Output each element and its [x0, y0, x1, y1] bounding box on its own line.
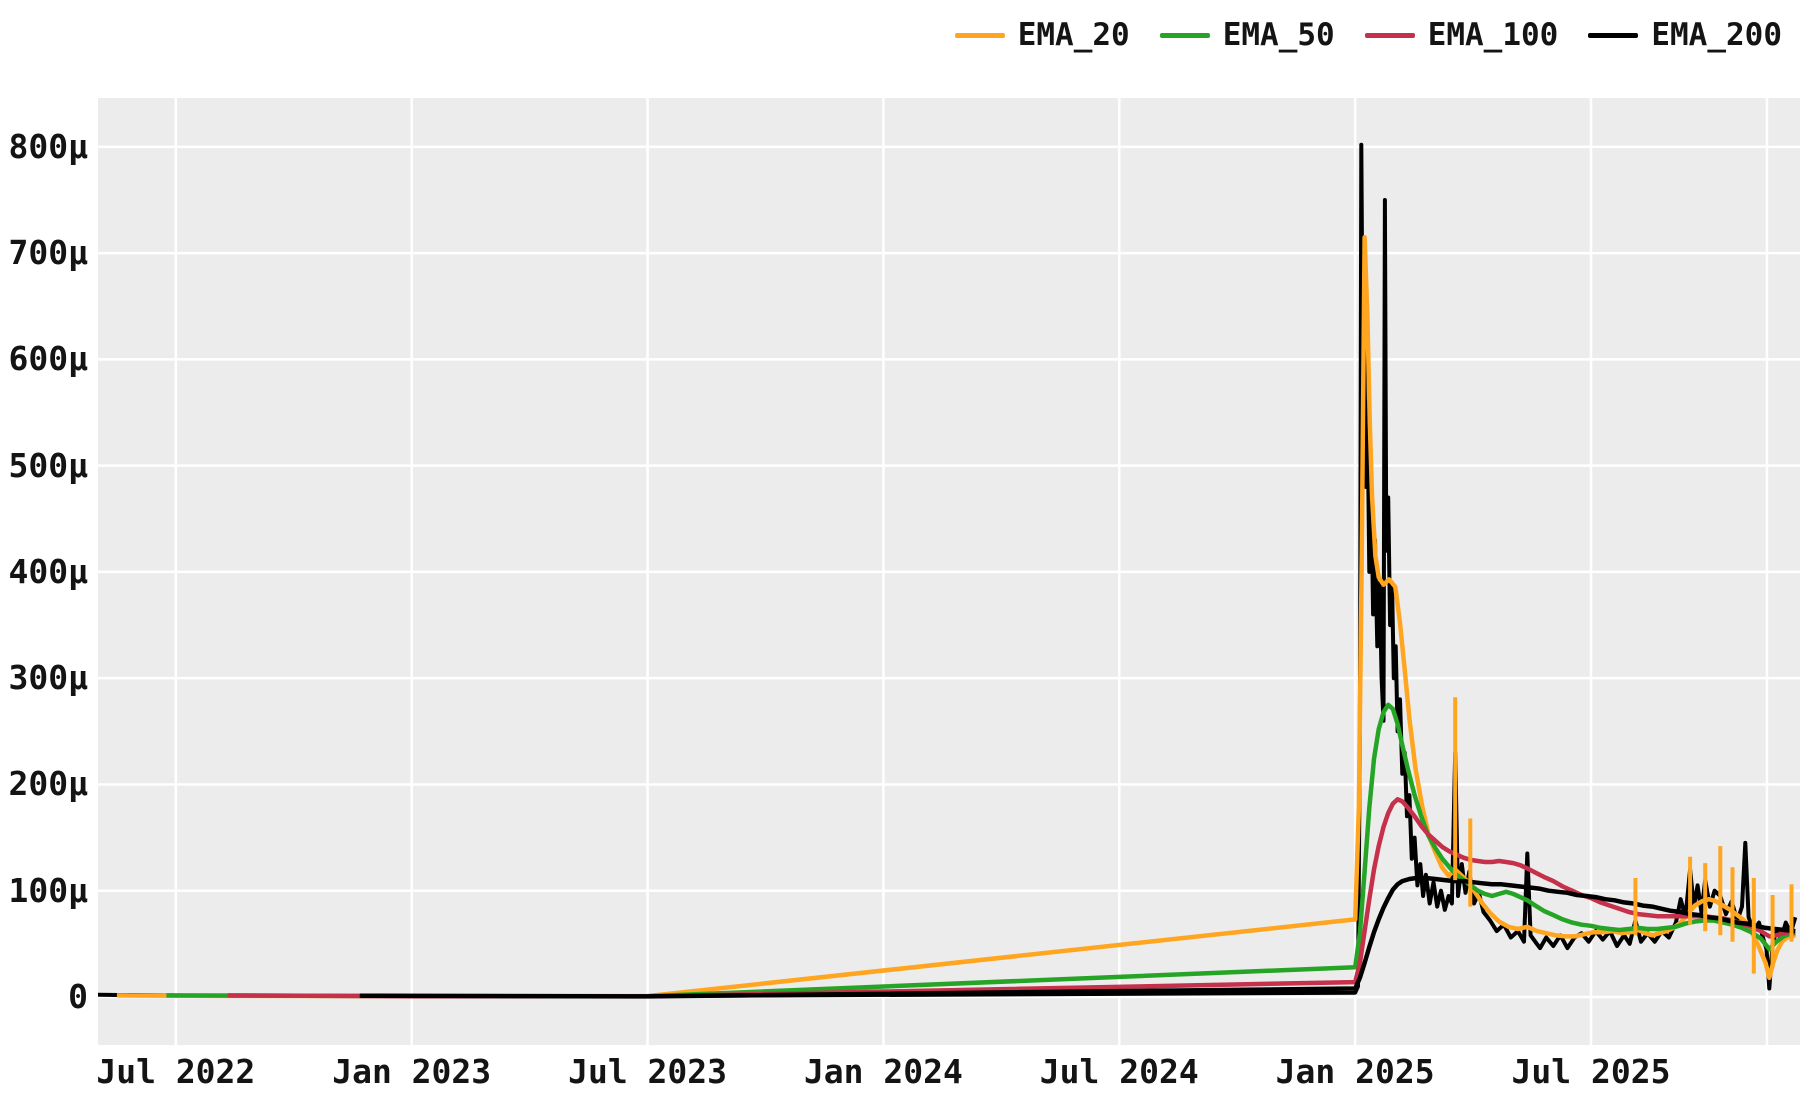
- series-price: [98, 142, 1798, 999]
- ema-100-line-swatch: [1364, 32, 1415, 38]
- legend-item-ema-50: EMA_50: [1159, 17, 1335, 53]
- legend-item-ema-20: EMA_20: [954, 17, 1130, 53]
- y-tick-label: 600µ: [8, 339, 88, 379]
- y-tick-label: 800µ: [8, 126, 88, 166]
- ema-50-line-swatch: [1159, 32, 1210, 38]
- series-EMA_50: [166, 702, 1796, 999]
- legend-label-ema-20: EMA_20: [1017, 17, 1130, 53]
- y-tick-label: 700µ: [8, 233, 88, 273]
- y-tick-label: 300µ: [8, 658, 88, 698]
- y-tick-label: 500µ: [8, 445, 88, 485]
- x-tick-label: Jan 2023: [332, 1052, 492, 1091]
- series-EMA_200: [359, 875, 1796, 999]
- price-ema-chart: [98, 98, 1800, 1045]
- ema-200-line-swatch: [1588, 32, 1639, 38]
- x-tick-label: Jul 2022: [96, 1052, 256, 1091]
- series-EMA_100: [227, 797, 1796, 999]
- plot-area: [98, 98, 1800, 1045]
- y-tick-label: 200µ: [8, 764, 88, 804]
- series-EMA_20: [116, 234, 1796, 999]
- x-tick-label: Jul 2025: [1511, 1052, 1671, 1091]
- y-tick-label: 400µ: [8, 551, 88, 591]
- x-tick-label: Jan 2024: [803, 1052, 963, 1091]
- ema-20-line-swatch: [954, 32, 1005, 38]
- y-tick-label: 0: [68, 976, 88, 1016]
- legend-item-ema-100: EMA_100: [1364, 17, 1559, 53]
- x-tick-label: Jul 2023: [568, 1052, 728, 1091]
- y-tick-label: 100µ: [8, 870, 88, 910]
- x-tick-label: Jul 2024: [1039, 1052, 1199, 1091]
- legend-label-ema-50: EMA_50: [1222, 17, 1335, 53]
- legend-item-ema-200: EMA_200: [1588, 17, 1782, 53]
- legend-label-ema-200: EMA_200: [1651, 17, 1782, 53]
- x-tick-label: Jan 2025: [1275, 1052, 1435, 1091]
- legend: EMA_20 EMA_50 EMA_100 EMA_200: [954, 10, 1782, 60]
- legend-label-ema-100: EMA_100: [1427, 17, 1559, 53]
